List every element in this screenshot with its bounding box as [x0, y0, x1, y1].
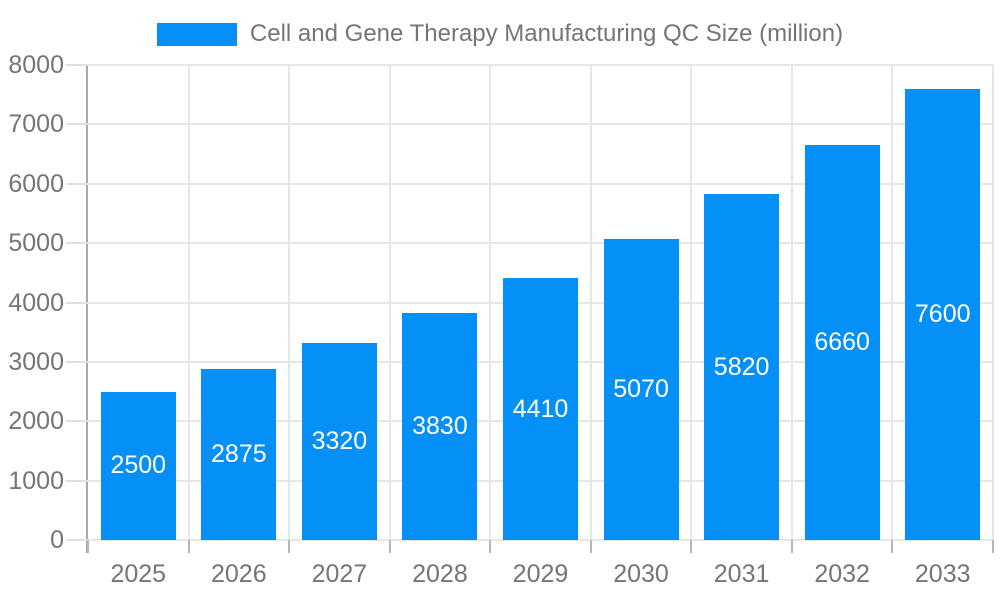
x-tick	[87, 540, 89, 553]
y-tick	[66, 182, 88, 185]
bar-value-label: 5820	[713, 352, 770, 381]
y-tick-label: 7000	[8, 110, 64, 139]
x-tick-label: 2026	[211, 560, 267, 588]
x-tick-label: 2032	[814, 560, 870, 588]
bar-2028[interactable]: 3830	[402, 312, 478, 540]
x-tick	[489, 540, 492, 553]
y-tick-label: 8000	[8, 51, 64, 79]
x-tick-label: 2033	[914, 560, 971, 588]
x-tick	[992, 540, 994, 553]
x-tick-label: 2031	[713, 560, 770, 588]
bar-2029[interactable]: 4410	[503, 278, 578, 540]
y-tick-label: 4000	[8, 288, 64, 317]
y-tick-label: 5000	[8, 229, 64, 258]
bar-value-label: 4410	[512, 394, 569, 423]
bar-value-label: 5070	[613, 374, 669, 403]
h-gridline	[88, 539, 993, 541]
h-gridline	[88, 64, 993, 66]
y-axis-line	[86, 65, 88, 553]
v-gridline	[489, 65, 492, 540]
bar-value-label: 3320	[311, 426, 368, 455]
x-tick	[891, 540, 894, 553]
bar-value-label: 7600	[914, 299, 971, 328]
y-tick	[66, 301, 88, 304]
bar-value-label: 2500	[110, 451, 167, 480]
v-gridline	[187, 65, 190, 540]
h-gridline	[88, 242, 993, 245]
bar-2027[interactable]: 3320	[301, 342, 377, 540]
legend: Cell and Gene Therapy Manufacturing QC S…	[0, 20, 1000, 48]
x-tick	[589, 540, 592, 553]
y-tick-label: 1000	[8, 466, 64, 495]
bar-2030[interactable]: 5070	[603, 238, 679, 540]
y-tick-label: 0	[50, 526, 64, 554]
y-tick	[66, 64, 88, 66]
x-tick-label: 2028	[412, 560, 468, 588]
y-tick	[66, 360, 88, 363]
h-gridline	[88, 182, 993, 185]
y-tick	[66, 242, 88, 245]
bar-value-label: 3830	[412, 411, 468, 440]
v-gridline	[891, 65, 894, 540]
x-tick-label: 2029	[512, 560, 569, 588]
v-gridline	[790, 65, 793, 540]
x-tick-label: 2027	[311, 560, 368, 588]
bar-value-label: 2875	[211, 440, 267, 469]
v-gridline	[690, 65, 693, 540]
x-tick	[288, 540, 291, 553]
y-tick-label: 3000	[8, 347, 64, 376]
v-gridline	[288, 65, 291, 540]
y-tick	[66, 479, 88, 482]
v-gridline	[388, 65, 391, 540]
x-tick	[388, 540, 391, 553]
v-gridline	[589, 65, 592, 540]
h-gridline	[88, 123, 993, 126]
v-gridline	[992, 65, 994, 540]
plot-area: 2500 2875 3320 3830 4410 5070 5820 6660 7600	[88, 64, 994, 541]
x-tick	[790, 540, 793, 553]
x-tick	[690, 540, 693, 553]
bar-2032[interactable]: 6660	[804, 144, 880, 540]
y-tick	[66, 420, 88, 423]
x-tick	[187, 540, 190, 553]
y-tick-label: 6000	[8, 169, 64, 198]
x-tick-label: 2030	[613, 560, 669, 588]
y-tick-label: 2000	[8, 407, 64, 436]
legend-label: Cell and Gene Therapy Manufacturing QC S…	[249, 20, 844, 47]
y-tick	[66, 123, 88, 126]
bar-2033[interactable]: 7600	[905, 88, 981, 540]
bar-2025[interactable]: 2500	[100, 391, 176, 540]
y-tick	[66, 539, 88, 541]
legend-swatch	[156, 22, 237, 46]
bar-2026[interactable]: 2875	[201, 369, 277, 540]
x-tick-label: 2025	[110, 560, 167, 588]
bar-2031[interactable]: 5820	[704, 194, 780, 540]
bar-value-label: 6660	[814, 327, 870, 356]
